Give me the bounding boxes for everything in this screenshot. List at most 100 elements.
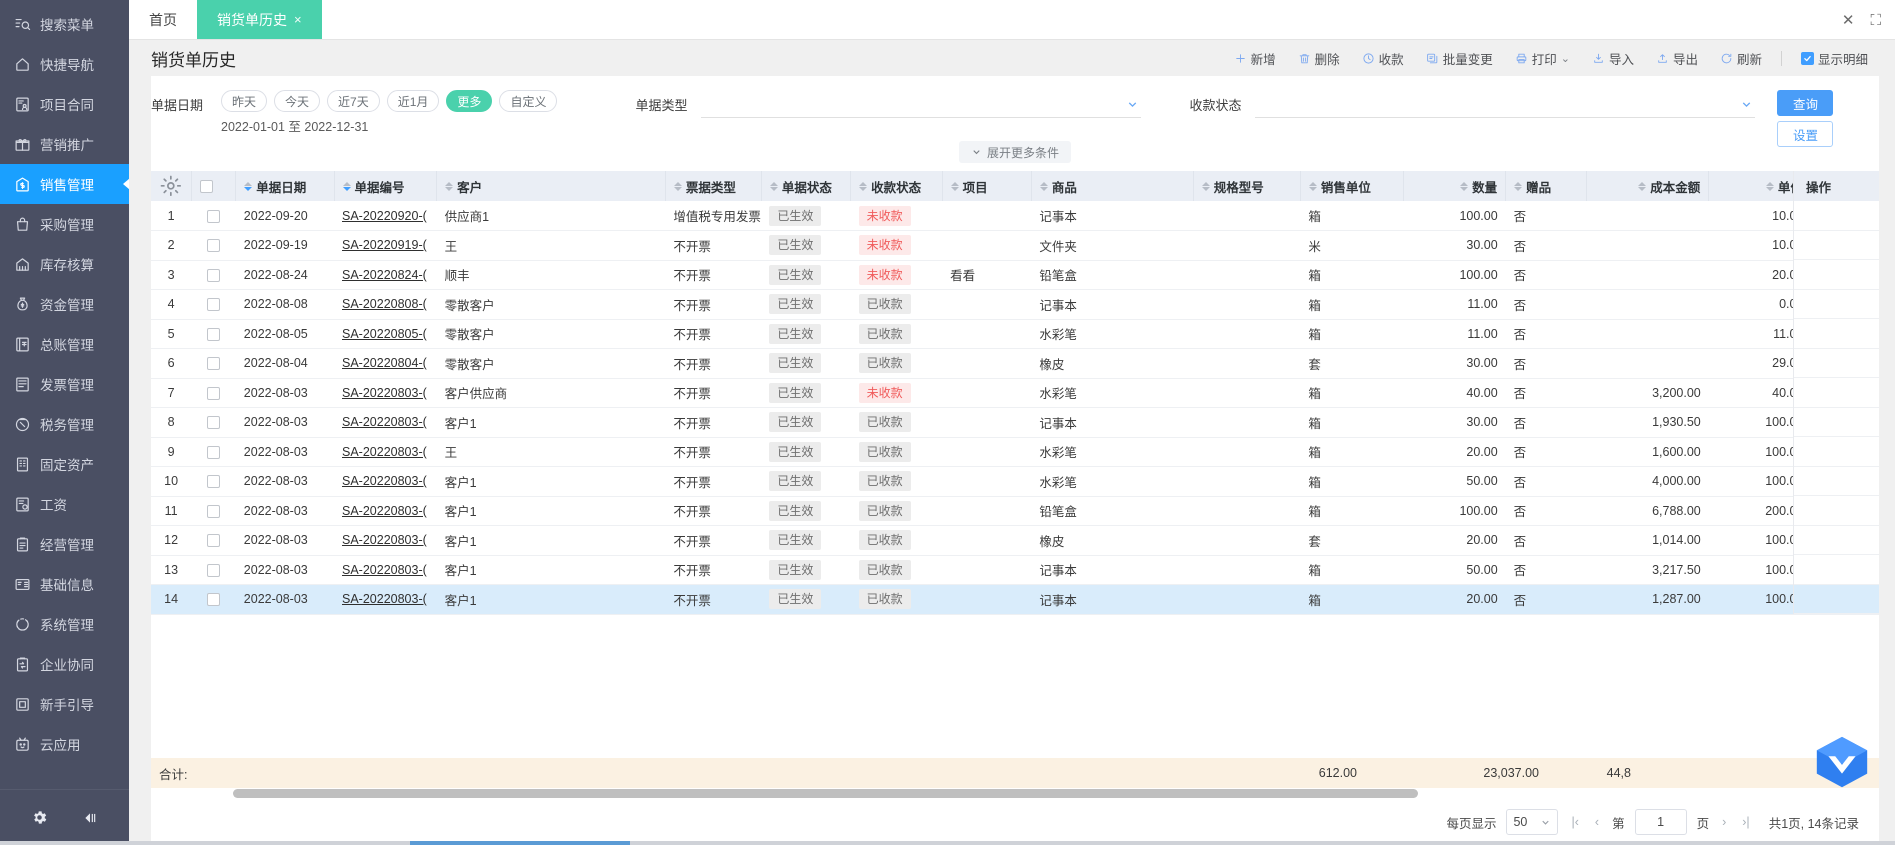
cell-doc-no[interactable]: SA-20220803-(: [334, 555, 437, 585]
table-row[interactable]: 1 2022-09-20 SA-20220920-(供应商1 增值税专用发票 已生效 未收…: [151, 201, 1879, 231]
doc-no-link[interactable]: SA-20220824-(: [342, 267, 427, 282]
column-no[interactable]: 单据编号: [334, 171, 438, 201]
column-gift[interactable]: 赠品: [1505, 171, 1587, 201]
toolbar-button-1[interactable]: 删除: [1287, 44, 1351, 72]
column-customer[interactable]: 客户: [436, 171, 666, 201]
gear-icon[interactable]: [159, 174, 183, 198]
sidebar-item-7[interactable]: 资金管理: [0, 284, 129, 324]
sort-toggle[interactable]: [1039, 181, 1048, 191]
table-row[interactable]: 3 2022-08-24 SA-20220824-(顺丰 不开票 已生效 未收款 看看 铅笔盒…: [151, 260, 1879, 290]
settings-button[interactable]: 设置: [1777, 121, 1834, 147]
select-all-checkbox[interactable]: [199, 180, 213, 194]
toolbar-button-6[interactable]: 导出: [1645, 44, 1709, 72]
last-page-button[interactable]: ›|: [1742, 815, 1750, 829]
sort-toggle[interactable]: [1514, 181, 1523, 191]
toolbar-button-0[interactable]: 新增: [1223, 44, 1287, 72]
tab-home[interactable]: 首页: [129, 0, 197, 39]
row-checkbox[interactable]: [206, 268, 220, 282]
column-qty[interactable]: 数量: [1403, 171, 1507, 201]
toolbar-button-5[interactable]: 导入: [1581, 44, 1645, 72]
date-chip-3[interactable]: 近1月: [386, 90, 440, 112]
doc-type-select[interactable]: [701, 90, 1142, 118]
toolbar-button-2[interactable]: 收款: [1351, 44, 1415, 72]
column-product[interactable]: 商品: [1031, 171, 1194, 201]
prev-page-button[interactable]: ‹: [1594, 815, 1600, 829]
sidebar-item-16[interactable]: 企业协同: [0, 644, 129, 684]
column-doc_status[interactable]: 单据状态: [761, 171, 852, 201]
row-checkbox[interactable]: [206, 504, 220, 518]
cell-doc-no[interactable]: SA-20220919-(: [334, 230, 437, 261]
table-row[interactable]: 14 2022-08-03 SA-20220803-(客户1 不开票 已生效 已收款 记事本…: [151, 584, 1879, 615]
sidebar-item-3[interactable]: 营销推广: [0, 124, 129, 164]
per-page-select[interactable]: 50: [1506, 809, 1559, 835]
sidebar-item-6[interactable]: 库存核算: [0, 244, 129, 284]
sort-toggle[interactable]: [244, 181, 253, 191]
toolbar-button-7[interactable]: 刷新: [1709, 44, 1773, 72]
row-checkbox-cell[interactable]: [191, 584, 236, 615]
row-checkbox-cell[interactable]: [191, 201, 236, 231]
column-pay_status[interactable]: 收款状态: [850, 171, 943, 201]
row-checkbox-cell[interactable]: [191, 555, 236, 585]
date-chip-5[interactable]: 自定义: [499, 90, 558, 112]
receipt-status-select[interactable]: [1255, 90, 1756, 118]
first-page-button[interactable]: |‹: [1571, 815, 1579, 829]
table-row[interactable]: 2 2022-09-19 SA-20220919-(王不开票 已生效 未收款 文件夹 米 30…: [151, 230, 1879, 261]
cell-doc-no[interactable]: SA-20220824-(: [334, 260, 437, 290]
row-checkbox[interactable]: [206, 416, 220, 430]
sort-toggle[interactable]: [859, 181, 868, 191]
row-checkbox-cell[interactable]: [191, 407, 236, 438]
row-checkbox[interactable]: [206, 593, 220, 607]
column-cost[interactable]: 成本金额: [1586, 171, 1710, 201]
doc-no-link[interactable]: SA-20220803-(: [342, 415, 427, 430]
table-row[interactable]: 7 2022-08-03 SA-20220803-(客户供应商 不开票 已生效 未收款 水彩…: [151, 378, 1879, 408]
row-checkbox-cell[interactable]: [191, 260, 236, 290]
sidebar-item-9[interactable]: 发票管理: [0, 364, 129, 404]
cell-doc-no[interactable]: SA-20220803-(: [334, 378, 437, 408]
row-checkbox-cell[interactable]: [191, 437, 236, 467]
doc-no-link[interactable]: SA-20220803-(: [342, 444, 427, 459]
sidebar-item-13[interactable]: 经营管理: [0, 524, 129, 564]
sidebar-item-18[interactable]: 云应用: [0, 724, 129, 764]
date-chip-2[interactable]: 近7天: [327, 90, 380, 112]
cell-doc-no[interactable]: SA-20220804-(: [334, 348, 437, 379]
row-checkbox[interactable]: [206, 445, 220, 459]
sidebar-item-8[interactable]: 总账管理: [0, 324, 129, 364]
table-row[interactable]: 6 2022-08-04 SA-20220804-(零散客户 不开票 已生效 已收款 橡皮 套…: [151, 348, 1879, 379]
row-checkbox-cell[interactable]: [191, 289, 236, 320]
sort-toggle[interactable]: [769, 181, 778, 191]
table-row[interactable]: 9 2022-08-03 SA-20220803-(王不开票 已生效 已收款 水彩笔 箱 20…: [151, 437, 1879, 467]
row-checkbox[interactable]: [206, 239, 220, 253]
column-invoice_type[interactable]: 票据类型: [665, 171, 762, 201]
date-chip-4[interactable]: 更多: [446, 90, 493, 112]
row-checkbox[interactable]: [206, 209, 220, 223]
column-project[interactable]: 项目: [942, 171, 1032, 201]
row-checkbox[interactable]: [206, 475, 220, 489]
table-row[interactable]: 8 2022-08-03 SA-20220803-(客户1 不开票 已生效 已收款 记事本 箱…: [151, 407, 1879, 438]
doc-no-link[interactable]: SA-20220803-(: [342, 533, 427, 548]
doc-no-link[interactable]: SA-20220803-(: [342, 385, 427, 400]
row-checkbox[interactable]: [206, 298, 220, 312]
sidebar-item-14[interactable]: 基础信息: [0, 564, 129, 604]
column-unit[interactable]: 销售单位: [1300, 171, 1404, 201]
column-date[interactable]: 单据日期: [235, 171, 335, 201]
cell-doc-no[interactable]: SA-20220808-(: [334, 289, 437, 320]
sidebar-item-11[interactable]: 固定资产: [0, 444, 129, 484]
row-checkbox-cell[interactable]: [191, 496, 236, 526]
cell-doc-no[interactable]: SA-20220805-(: [334, 319, 437, 349]
sort-toggle[interactable]: [445, 181, 454, 191]
sidebar-item-0[interactable]: 搜索菜单: [0, 4, 129, 44]
doc-no-link[interactable]: SA-20220919-(: [342, 238, 427, 253]
sidebar-item-2[interactable]: 项目合同: [0, 84, 129, 124]
doc-no-link[interactable]: SA-20220803-(: [342, 474, 427, 489]
sidebar-item-15[interactable]: 系统管理: [0, 604, 129, 644]
restore-icon[interactable]: ⛶: [1870, 11, 1881, 29]
date-chip-0[interactable]: 昨天: [221, 90, 268, 112]
tab-sales-history[interactable]: 销货单历史 ×: [197, 0, 322, 39]
table-row[interactable]: 4 2022-08-08 SA-20220808-(零散客户 不开票 已生效 已收款 记事本…: [151, 289, 1879, 320]
query-button[interactable]: 查询: [1777, 90, 1834, 116]
table-row[interactable]: 13 2022-08-03 SA-20220803-(客户1 不开票 已生效 已收款 记事本…: [151, 555, 1879, 585]
table-row[interactable]: 11 2022-08-03 SA-20220803-(客户1 不开票 已生效 已收款 铅笔盒…: [151, 496, 1879, 526]
doc-no-link[interactable]: SA-20220803-(: [342, 592, 427, 607]
row-checkbox-cell[interactable]: [191, 348, 236, 379]
page-input[interactable]: 1: [1634, 809, 1687, 835]
